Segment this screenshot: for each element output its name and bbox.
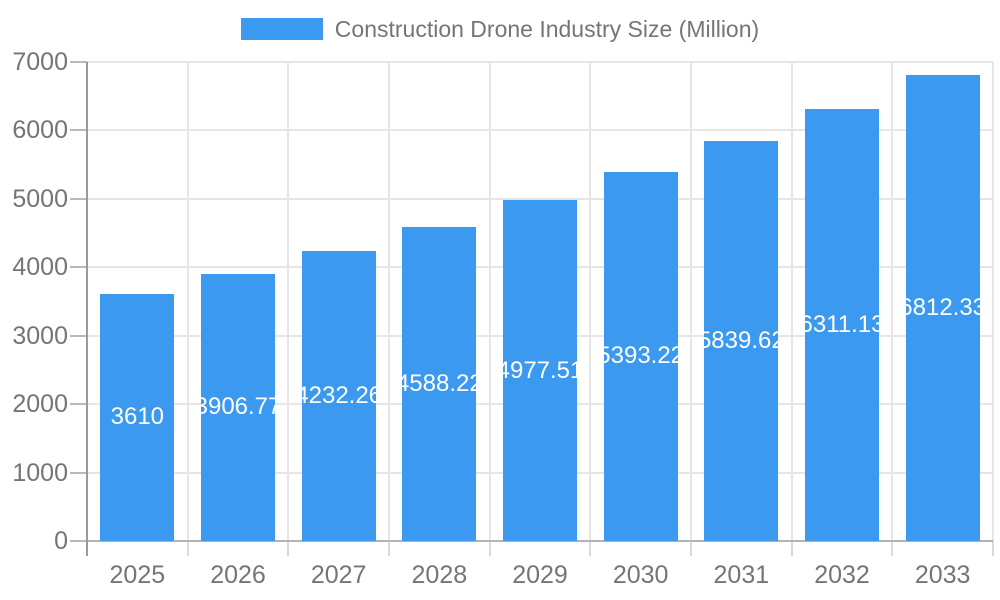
x-axis-tick [992,541,994,556]
gridline-v [690,62,692,541]
y-axis-tick-0 [70,540,87,542]
x-axis-tick [589,541,592,556]
x-axis-tick [891,541,894,556]
x-tick-label-2032: 2032 [814,561,870,589]
x-tick-label-2026: 2026 [210,561,266,589]
y-axis-tick-7000 [70,61,87,63]
y-axis-tick-5000 [70,197,87,200]
legend-label: Construction Drone Industry Size (Millio… [334,15,760,42]
bar-value-label: 3906.77 [201,393,275,421]
bar-2026[interactable]: 3906.77 [201,273,275,541]
y-tick-label-5000: 5000 [12,184,68,213]
legend-swatch [240,18,323,40]
bar-value-label: 5393.22 [603,342,678,370]
gridline-v [589,62,592,541]
bar-value-label: 6812.33 [905,293,980,321]
x-tick-label-2028: 2028 [411,561,468,589]
gridline-h-5000 [87,197,993,200]
bar-value-label: 3610 [110,403,165,431]
y-tick-label-0: 0 [54,527,68,555]
x-axis-line [87,540,993,542]
gridline-v [287,62,290,541]
gridline-h-6000 [87,129,993,132]
bar-2033[interactable]: 6812.33 [905,74,980,541]
x-tick-label-2031: 2031 [713,561,770,589]
bar-2030[interactable]: 5393.22 [603,171,678,541]
bar-2029[interactable]: 4977.51 [503,200,577,541]
y-tick-label-3000: 3000 [12,321,68,350]
bar-2028[interactable]: 4588.22 [402,227,477,541]
bar-value-label: 4232.26 [301,382,376,410]
legend-item[interactable]: Construction Drone Industry Size (Millio… [0,16,1000,42]
y-tick-label-7000: 7000 [12,48,68,76]
y-tick-label-2000: 2000 [12,390,68,419]
gridline-v [790,62,793,541]
x-tick-label-2025: 2025 [109,561,166,589]
gridline-v [388,62,390,541]
x-axis-tick [488,541,491,556]
gridline-v [186,62,189,541]
bar-2032[interactable]: 6311.13 [805,109,879,541]
x-tick-label-2029: 2029 [512,561,568,589]
x-tick-label-2033: 2033 [914,561,971,589]
bar-2027[interactable]: 4232.26 [301,251,376,541]
y-axis-tick-2000 [70,403,87,406]
x-axis-tick [690,541,692,556]
x-tick-label-2030: 2030 [612,561,669,589]
bar-2025[interactable]: 3610 [100,293,175,541]
y-axis-tick-3000 [70,334,87,337]
y-tick-label-1000: 1000 [12,458,68,487]
bar-value-label: 4977.51 [503,356,577,384]
y-axis-tick-1000 [70,471,87,474]
y-axis-tick-6000 [70,129,87,132]
x-axis-tick [287,541,290,556]
y-axis-tick-4000 [70,266,87,269]
y-tick-label-6000: 6000 [12,116,68,145]
bar-value-label: 6311.13 [805,311,879,339]
bar-value-label: 4588.22 [402,370,477,397]
x-axis-tick [186,541,189,556]
gridline-v [488,62,491,541]
y-axis-line [86,62,88,556]
gridline-h-7000 [87,61,993,63]
gridline-v [992,62,994,541]
gridline-v [891,62,894,541]
x-axis-tick [790,541,793,556]
x-tick-label-2027: 2027 [310,561,367,589]
bar-2031[interactable]: 5839.62 [704,141,779,541]
y-tick-label-4000: 4000 [12,253,68,282]
x-axis-tick [388,541,390,556]
bar-value-label: 5839.62 [704,327,779,355]
